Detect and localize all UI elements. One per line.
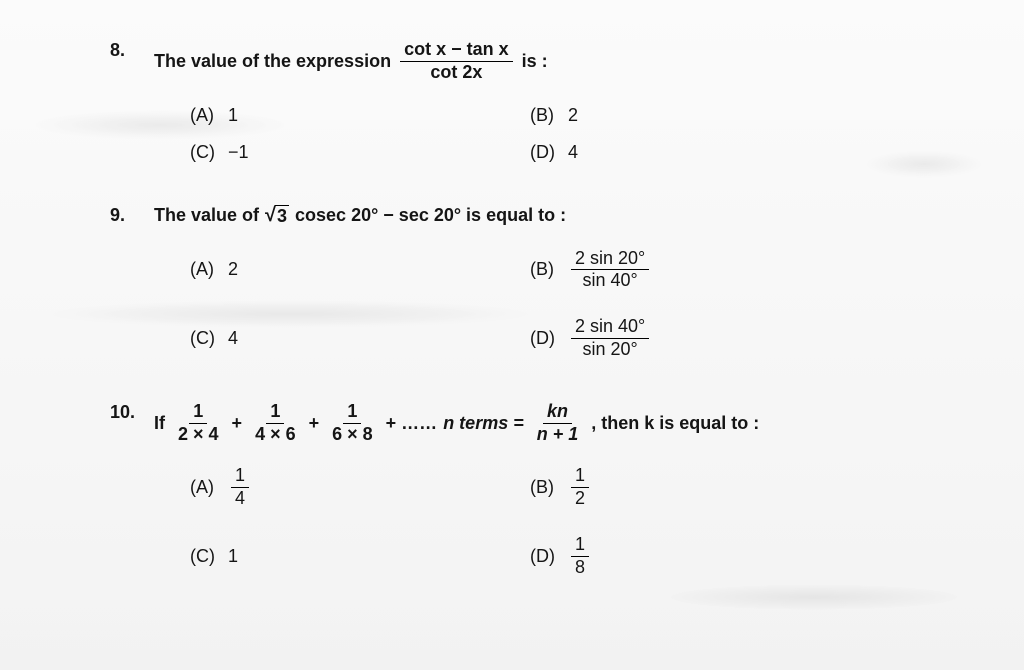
q8-stem-a: The value of the expression — [154, 51, 391, 72]
q10-t2-den: 4 × 6 — [251, 424, 300, 445]
q10-t3-num: 1 — [343, 402, 361, 424]
q8-frac-num: cot x − tan x — [400, 40, 513, 62]
q10-rhs: kn n + 1 — [533, 402, 583, 445]
q10-d-lab: (D) — [530, 546, 558, 567]
q8-opt-a: (A) 1 — [190, 105, 530, 126]
q10-t1-den: 2 × 4 — [174, 424, 223, 445]
q8-d-val: 4 — [568, 142, 578, 163]
q10-stem-b: , then k is equal to : — [591, 413, 759, 434]
q8-opt-c: (C) −1 — [190, 142, 530, 163]
q10-a-num: 1 — [231, 466, 249, 488]
q9-opt-c: (C) 4 — [190, 317, 530, 360]
q8-stem: The value of the expression cot x − tan … — [154, 40, 548, 83]
q10-opt-a: (A) 1 4 — [190, 466, 530, 509]
q9-d-den: sin 20° — [579, 339, 642, 360]
q8-c-val: −1 — [228, 142, 249, 163]
q9-stem-row: 9. The value of √ 3 cosec 20° − sec 20° … — [110, 205, 914, 227]
q10-b-lab: (B) — [530, 477, 558, 498]
q10-plus3: + …… — [386, 413, 438, 434]
q10-d-frac: 1 8 — [571, 535, 589, 578]
q8-a-lab: (A) — [190, 105, 218, 126]
q9-d-num: 2 sin 40° — [571, 317, 649, 339]
q8-c-lab: (C) — [190, 142, 218, 163]
q9-stem-b: cosec 20° − sec 20° is equal to : — [295, 205, 566, 226]
q8-options: (A) 1 (B) 2 (C) −1 (D) 4 — [190, 105, 914, 163]
q9-stem: The value of √ 3 cosec 20° − sec 20° is … — [154, 205, 566, 227]
q9-opt-b: (B) 2 sin 20° sin 40° — [530, 249, 870, 292]
q10-term1: 1 2 × 4 — [174, 402, 223, 445]
q9-sqrt: √ 3 — [265, 205, 289, 227]
question-9: 9. The value of √ 3 cosec 20° − sec 20° … — [110, 205, 914, 360]
q10-b-den: 2 — [571, 488, 589, 509]
q10-a-frac: 1 4 — [231, 466, 249, 509]
q10-a-den: 4 — [231, 488, 249, 509]
q10-stem-row: 10. If 1 2 × 4 + 1 4 × 6 + 1 6 × 8 + …… — [110, 402, 914, 445]
q8-a-val: 1 — [228, 105, 238, 126]
q8-b-val: 2 — [568, 105, 578, 126]
q10-term3: 1 6 × 8 — [328, 402, 377, 445]
q10-nterms: n terms = — [443, 413, 524, 434]
q10-rhs-den: n + 1 — [533, 424, 583, 445]
q10-d-den: 8 — [571, 557, 589, 578]
exam-page: 8. The value of the expression cot x − t… — [0, 0, 1024, 670]
q9-b-num: 2 sin 20° — [571, 249, 649, 271]
question-10: 10. If 1 2 × 4 + 1 4 × 6 + 1 6 × 8 + …… — [110, 402, 914, 578]
q10-b-frac: 1 2 — [571, 466, 589, 509]
q10-c-val: 1 — [228, 546, 238, 567]
q8-stem-b: is : — [522, 51, 548, 72]
q8-fraction: cot x − tan x cot 2x — [400, 40, 513, 83]
q8-number: 8. — [110, 40, 136, 61]
q9-options: (A) 2 (B) 2 sin 20° sin 40° (C) 4 (D) 2 … — [190, 249, 914, 360]
q10-t1-num: 1 — [189, 402, 207, 424]
q10-a-lab: (A) — [190, 477, 218, 498]
q10-b-num: 1 — [571, 466, 589, 488]
q8-frac-den: cot 2x — [426, 62, 486, 83]
q9-c-lab: (C) — [190, 328, 218, 349]
q9-opt-a: (A) 2 — [190, 249, 530, 292]
q10-opt-d: (D) 1 8 — [530, 535, 870, 578]
q10-stem: If 1 2 × 4 + 1 4 × 6 + 1 6 × 8 + …… n te… — [154, 402, 759, 445]
q9-d-lab: (D) — [530, 328, 558, 349]
q9-c-val: 4 — [228, 328, 238, 349]
q9-stem-a: The value of — [154, 205, 259, 226]
q9-a-val: 2 — [228, 259, 238, 280]
q9-number: 9. — [110, 205, 136, 226]
q10-number: 10. — [110, 402, 136, 423]
q9-b-lab: (B) — [530, 259, 558, 280]
q10-plus1: + — [232, 413, 243, 434]
q10-stem-a: If — [154, 413, 165, 434]
question-8: 8. The value of the expression cot x − t… — [110, 40, 914, 163]
q9-sqrt-arg: 3 — [275, 205, 289, 227]
q8-d-lab: (D) — [530, 142, 558, 163]
q10-d-num: 1 — [571, 535, 589, 557]
q10-c-lab: (C) — [190, 546, 218, 567]
q8-stem-row: 8. The value of the expression cot x − t… — [110, 40, 914, 83]
q10-rhs-num: kn — [543, 402, 572, 424]
q9-a-lab: (A) — [190, 259, 218, 280]
q10-opt-b: (B) 1 2 — [530, 466, 870, 509]
q8-opt-d: (D) 4 — [530, 142, 870, 163]
q10-opt-c: (C) 1 — [190, 535, 530, 578]
q9-b-den: sin 40° — [579, 270, 642, 291]
q9-b-frac: 2 sin 20° sin 40° — [571, 249, 649, 292]
q10-t3-den: 6 × 8 — [328, 424, 377, 445]
q10-term2: 1 4 × 6 — [251, 402, 300, 445]
q10-options: (A) 1 4 (B) 1 2 (C) 1 (D) 1 — [190, 466, 914, 577]
q10-plus2: + — [309, 413, 320, 434]
q10-t2-num: 1 — [266, 402, 284, 424]
q9-d-frac: 2 sin 40° sin 20° — [571, 317, 649, 360]
q8-opt-b: (B) 2 — [530, 105, 870, 126]
q9-opt-d: (D) 2 sin 40° sin 20° — [530, 317, 870, 360]
q8-b-lab: (B) — [530, 105, 558, 126]
